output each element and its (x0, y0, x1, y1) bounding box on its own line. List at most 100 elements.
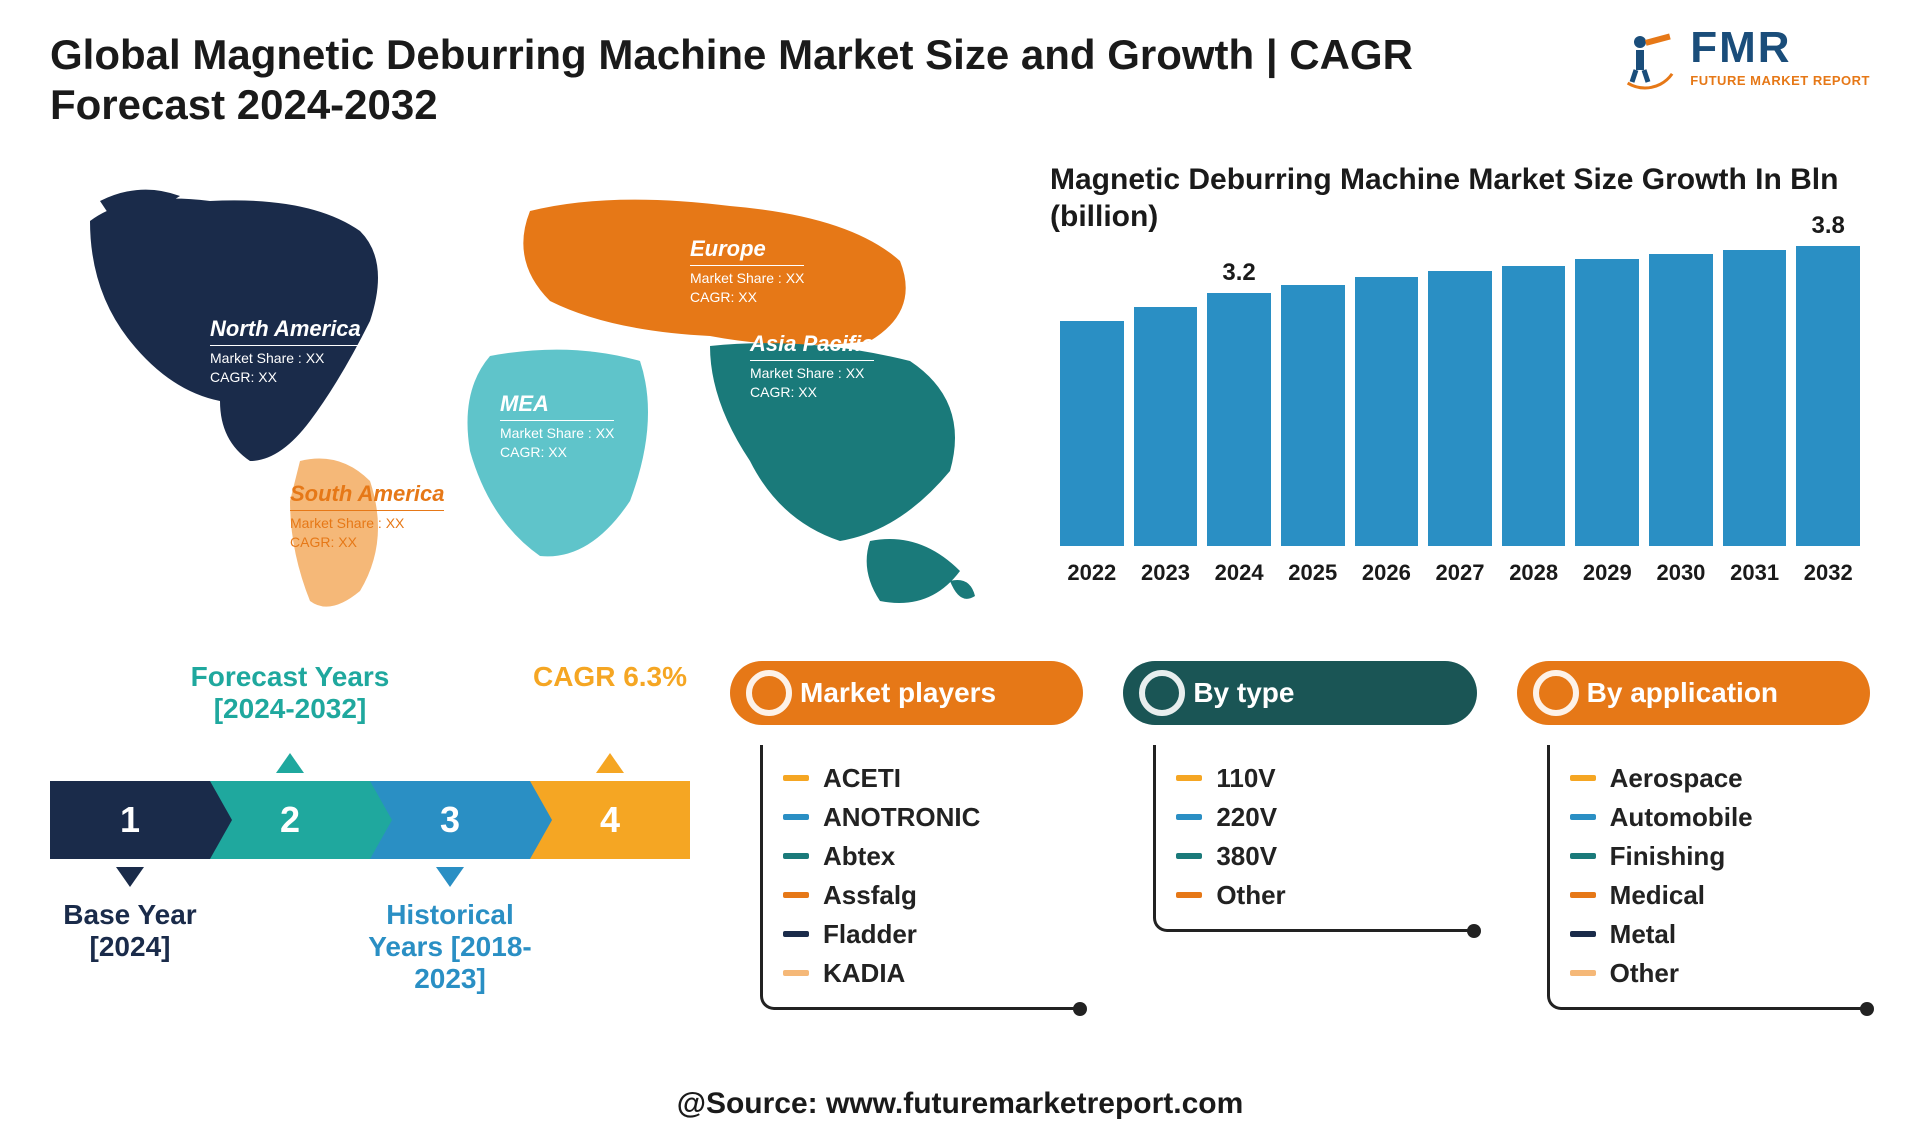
bar (1796, 246, 1860, 546)
triangle-icon (276, 753, 304, 773)
dash-icon (1570, 814, 1596, 820)
timeline-label: Base Year [2024] (30, 899, 230, 963)
bar-col: 3.82032 (1796, 212, 1860, 586)
bar-col: 3.2 2024 (1207, 259, 1271, 586)
list-item-label: KADIA (823, 954, 905, 993)
dash-icon (1176, 892, 1202, 898)
bar (1355, 277, 1419, 545)
bar-year-label: 2030 (1656, 560, 1705, 586)
dash-icon (1570, 931, 1596, 937)
category-pill: Market players (730, 661, 1083, 725)
bar (1281, 285, 1345, 546)
region-label-ap: Asia PacificMarket Share : XXCAGR: XX (750, 331, 874, 403)
dash-icon (783, 853, 809, 859)
list-item-label: Other (1610, 954, 1679, 993)
bar-chart: Magnetic Deburring Machine Market Size G… (1050, 161, 1870, 621)
category-pill: By application (1517, 661, 1870, 725)
dash-icon (783, 814, 809, 820)
category-column: By application AerospaceAutomobileFinishi… (1517, 661, 1870, 1010)
list-item-label: Aerospace (1610, 759, 1743, 798)
timeline-segment: 2 (210, 781, 370, 859)
list-item: Fladder (783, 915, 1067, 954)
list-item: 110V (1176, 759, 1460, 798)
category-column: By type110V220V380VOther (1123, 661, 1476, 1010)
bar (1060, 321, 1124, 546)
bar-year-label: 2028 (1509, 560, 1558, 586)
dash-icon (1570, 775, 1596, 781)
list-item-label: Finishing (1610, 837, 1726, 876)
list-item-label: Medical (1610, 876, 1705, 915)
timeline: 1234 Base Year [2024]Forecast Years [202… (50, 661, 690, 1010)
timeline-label: CAGR 6.3% (510, 661, 710, 693)
dash-icon (1570, 853, 1596, 859)
bar (1428, 271, 1492, 546)
bar-col: 2031 (1723, 250, 1787, 586)
list-item: Automobile (1570, 798, 1854, 837)
bar-year-label: 2022 (1067, 560, 1116, 586)
bar-col: 2025 (1281, 285, 1345, 586)
dash-icon (783, 931, 809, 937)
timeline-label: Historical Years [2018-2023] (350, 899, 550, 996)
telescope-person-icon (1610, 20, 1680, 90)
list-item: Finishing (1570, 837, 1854, 876)
bar-value-label: 3.2 (1222, 259, 1255, 287)
bar-year-label: 2025 (1288, 560, 1337, 586)
bar (1575, 259, 1639, 546)
bar-year-label: 2023 (1141, 560, 1190, 586)
list-item: KADIA (783, 954, 1067, 993)
bar-col: 2027 (1428, 271, 1492, 586)
list-item: 220V (1176, 798, 1460, 837)
timeline-label: Forecast Years [2024-2032] (190, 661, 390, 725)
chart-title: Magnetic Deburring Machine Market Size G… (1050, 161, 1870, 236)
page-title: Global Magnetic Deburring Machine Market… (50, 30, 1450, 131)
dash-icon (783, 775, 809, 781)
region-label-eu: EuropeMarket Share : XXCAGR: XX (690, 236, 804, 308)
bar-col: 2023 (1134, 307, 1198, 585)
list-item: ANOTRONIC (783, 798, 1067, 837)
triangle-icon (596, 753, 624, 773)
list-item: Assfalg (783, 876, 1067, 915)
list-item: Other (1176, 876, 1460, 915)
bar-col: 2028 (1502, 266, 1566, 586)
list-item-label: 380V (1216, 837, 1277, 876)
triangle-icon (116, 867, 144, 887)
list-item: Abtex (783, 837, 1067, 876)
bar (1502, 266, 1566, 546)
bar-year-label: 2031 (1730, 560, 1779, 586)
dash-icon (1176, 853, 1202, 859)
dash-icon (1570, 970, 1596, 976)
timeline-segment: 4 (530, 781, 690, 859)
list-item-label: Abtex (823, 837, 895, 876)
bar-col: 2022 (1060, 321, 1124, 586)
bar (1649, 254, 1713, 546)
category-list: 110V220V380VOther (1153, 745, 1476, 932)
dash-icon (783, 970, 809, 976)
list-item-label: Other (1216, 876, 1285, 915)
bar-col: 2026 (1355, 277, 1419, 585)
bar-year-label: 2024 (1215, 560, 1264, 586)
list-item-label: 110V (1216, 759, 1275, 798)
list-item: Medical (1570, 876, 1854, 915)
region-label-mea: MEAMarket Share : XXCAGR: XX (500, 391, 614, 463)
bar-col: 2030 (1649, 254, 1713, 586)
dash-icon (1570, 892, 1596, 898)
dash-icon (1176, 775, 1202, 781)
fmr-logo: FMR FUTURE MARKET REPORT (1610, 20, 1870, 90)
list-item: ACETI (783, 759, 1067, 798)
category-list: AerospaceAutomobileFinishingMedicalMetal… (1547, 745, 1870, 1010)
region-label-sa: South AmericaMarket Share : XXCAGR: XX (290, 481, 444, 553)
world-map: North AmericaMarket Share : XXCAGR: XX So… (50, 161, 1010, 621)
list-item-label: ANOTRONIC (823, 798, 980, 837)
region-label-na: North AmericaMarket Share : XXCAGR: XX (210, 316, 361, 388)
source-attribution: @Source: www.futuremarketreport.com (677, 1087, 1244, 1121)
dash-icon (783, 892, 809, 898)
category-column: Market players ACETIANOTRONICAbtexAssfalg… (730, 661, 1083, 1010)
bar-col: 2029 (1575, 259, 1639, 586)
timeline-bar: 1234 (50, 781, 690, 859)
bar-value-label: 3.8 (1812, 212, 1845, 240)
bar-year-label: 2026 (1362, 560, 1411, 586)
list-item-label: Fladder (823, 915, 917, 954)
list-item: Metal (1570, 915, 1854, 954)
bar (1723, 250, 1787, 546)
bars-container: 2022 2023 3.2 2024 2025 2026 2027 2028 2029 2030 2… (1050, 246, 1870, 586)
